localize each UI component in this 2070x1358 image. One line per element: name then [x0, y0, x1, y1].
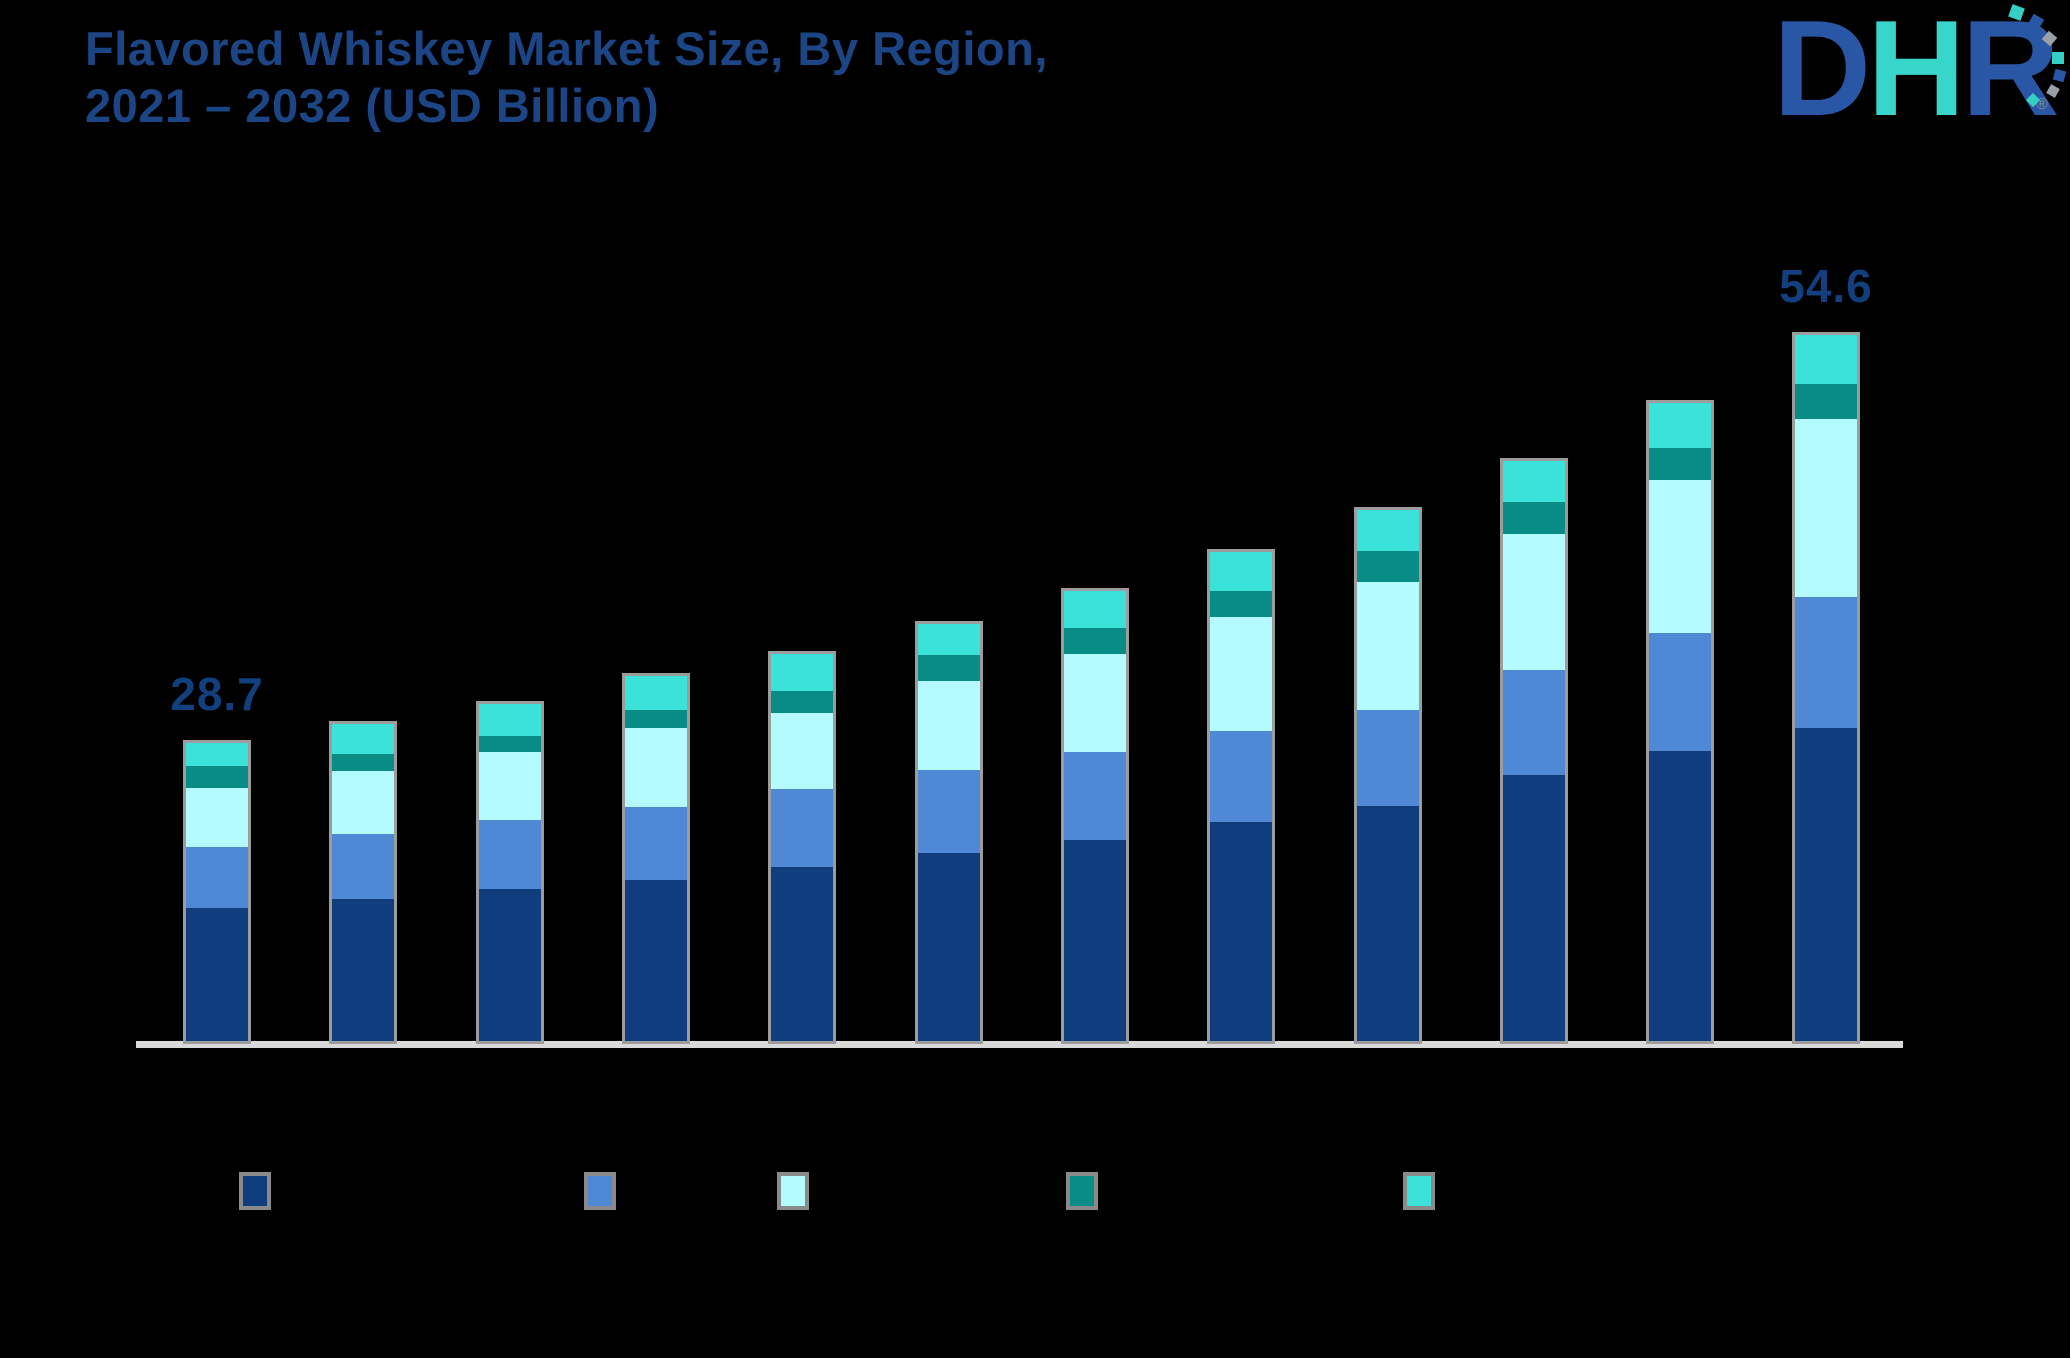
bar-2032-segment-1-dark-navy	[1795, 728, 1857, 1041]
bar-2024-segment-5-turquoise	[625, 676, 687, 710]
x-axis-baseline	[136, 1041, 1903, 1048]
bar-2025-segment-5-turquoise	[771, 654, 833, 691]
registered-trademark-icon: ®	[2036, 96, 2048, 113]
bar-2028-segment-3-pale-cyan	[1210, 617, 1272, 731]
bar-2027-segment-3-pale-cyan	[1064, 654, 1126, 752]
bar-2030-segment-3-pale-cyan	[1503, 534, 1565, 670]
bar-2022-segment-3-pale-cyan	[332, 771, 394, 834]
dhr-logo: DHR	[1773, 0, 2060, 144]
bar-2021-segment-4-teal	[186, 766, 248, 788]
bar-2028-segment-1-dark-navy	[1210, 822, 1272, 1041]
logo-letter-d: D	[1773, 0, 1871, 144]
bar-2022-segment-5-turquoise	[332, 724, 394, 754]
bar-2022-segment-4-teal	[332, 754, 394, 771]
bar-2028-segment-5-turquoise	[1210, 552, 1272, 591]
bar-2029-segment-1-dark-navy	[1357, 806, 1419, 1041]
bar-2025-segment-2-medium-blue	[771, 789, 833, 867]
bar-2031-segment-4-teal	[1649, 448, 1711, 480]
bar-2029-segment-5-turquoise	[1357, 510, 1419, 551]
bar-2023-segment-1-dark-navy	[479, 889, 541, 1041]
bar-2026-segment-1-dark-navy	[918, 853, 980, 1041]
logo-dot-icon	[2052, 52, 2064, 64]
bar-2028-segment-2-medium-blue	[1210, 731, 1272, 822]
bar-2023-segment-5-turquoise	[479, 704, 541, 736]
bar-2023-segment-2-medium-blue	[479, 820, 541, 889]
bar-2024-segment-4-teal	[625, 710, 687, 728]
bar-2024-segment-1-dark-navy	[625, 880, 687, 1041]
bar-2031-segment-2-medium-blue	[1649, 633, 1711, 751]
bar-2029-segment-2-medium-blue	[1357, 710, 1419, 806]
legend-swatch-segment-3-pale-cyan	[777, 1172, 809, 1210]
bar-2030-segment-1-dark-navy	[1503, 775, 1565, 1041]
bar-2021-segment-2-medium-blue	[186, 847, 248, 908]
logo-letter-r: R	[1961, 0, 2059, 144]
bar-2028-segment-4-teal	[1210, 591, 1272, 617]
bar-2021-segment-1-dark-navy	[186, 908, 248, 1041]
bar-2025	[768, 651, 836, 1044]
bar-2024-segment-2-medium-blue	[625, 807, 687, 880]
bar-2031-segment-1-dark-navy	[1649, 751, 1711, 1041]
bar-2028	[1207, 549, 1275, 1044]
chart-title: Flavored Whiskey Market Size, By Region,…	[85, 20, 1048, 135]
legend-swatch-segment-1-dark-navy	[239, 1172, 271, 1210]
bar-2021	[183, 740, 251, 1044]
bar-2025-segment-1-dark-navy	[771, 867, 833, 1041]
bar-total-label-2021: 28.7	[170, 668, 264, 720]
bar-2025-segment-3-pale-cyan	[771, 713, 833, 789]
chart-title-line2: 2021 – 2032 (USD Billion)	[85, 79, 660, 133]
bar-2029-segment-3-pale-cyan	[1357, 582, 1419, 710]
bar-2022	[329, 721, 397, 1044]
bar-2027-segment-1-dark-navy	[1064, 840, 1126, 1041]
bar-2030-segment-5-turquoise	[1503, 461, 1565, 502]
bar-2026-segment-4-teal	[918, 655, 980, 681]
bar-2032-segment-3-pale-cyan	[1795, 419, 1857, 597]
bar-2031-segment-5-turquoise	[1649, 403, 1711, 448]
bar-2023	[476, 701, 544, 1044]
bar-2024	[622, 673, 690, 1044]
bar-2029-segment-4-teal	[1357, 551, 1419, 582]
logo-letter-h: H	[1867, 0, 1965, 144]
legend-swatch-segment-2-medium-blue	[584, 1172, 616, 1210]
legend-swatch-segment-5-turquoise	[1403, 1172, 1435, 1210]
bar-2021-segment-5-turquoise	[186, 743, 248, 766]
bar-2026-segment-3-pale-cyan	[918, 681, 980, 770]
bar-2023-segment-3-pale-cyan	[479, 752, 541, 820]
bar-2021-segment-3-pale-cyan	[186, 788, 248, 847]
bar-2030-segment-2-medium-blue	[1503, 670, 1565, 775]
bar-2022-segment-2-medium-blue	[332, 834, 394, 899]
bar-2032-segment-2-medium-blue	[1795, 597, 1857, 728]
bar-2025-segment-4-teal	[771, 691, 833, 713]
bar-2032-segment-4-teal	[1795, 384, 1857, 419]
bar-2027	[1061, 588, 1129, 1044]
bar-2022-segment-1-dark-navy	[332, 899, 394, 1041]
bar-2032-segment-5-turquoise	[1795, 335, 1857, 384]
bar-2030-segment-4-teal	[1503, 502, 1565, 534]
bar-total-label-2032: 54.6	[1779, 260, 1873, 312]
bar-2027-segment-5-turquoise	[1064, 591, 1126, 628]
bar-2023-segment-4-teal	[479, 736, 541, 752]
bar-2030	[1500, 458, 1568, 1044]
bar-2026	[915, 621, 983, 1044]
bar-2031-segment-3-pale-cyan	[1649, 480, 1711, 633]
legend-swatch-segment-4-teal	[1066, 1172, 1098, 1210]
bar-2032	[1792, 332, 1860, 1044]
bar-2026-segment-5-turquoise	[918, 624, 980, 655]
bar-2031	[1646, 400, 1714, 1044]
bar-2026-segment-2-medium-blue	[918, 770, 980, 853]
bar-2027-segment-4-teal	[1064, 628, 1126, 654]
bar-2027-segment-2-medium-blue	[1064, 752, 1126, 840]
bar-2029	[1354, 507, 1422, 1044]
bar-2024-segment-3-pale-cyan	[625, 728, 687, 807]
chart-title-line1: Flavored Whiskey Market Size, By Region,	[85, 22, 1048, 75]
